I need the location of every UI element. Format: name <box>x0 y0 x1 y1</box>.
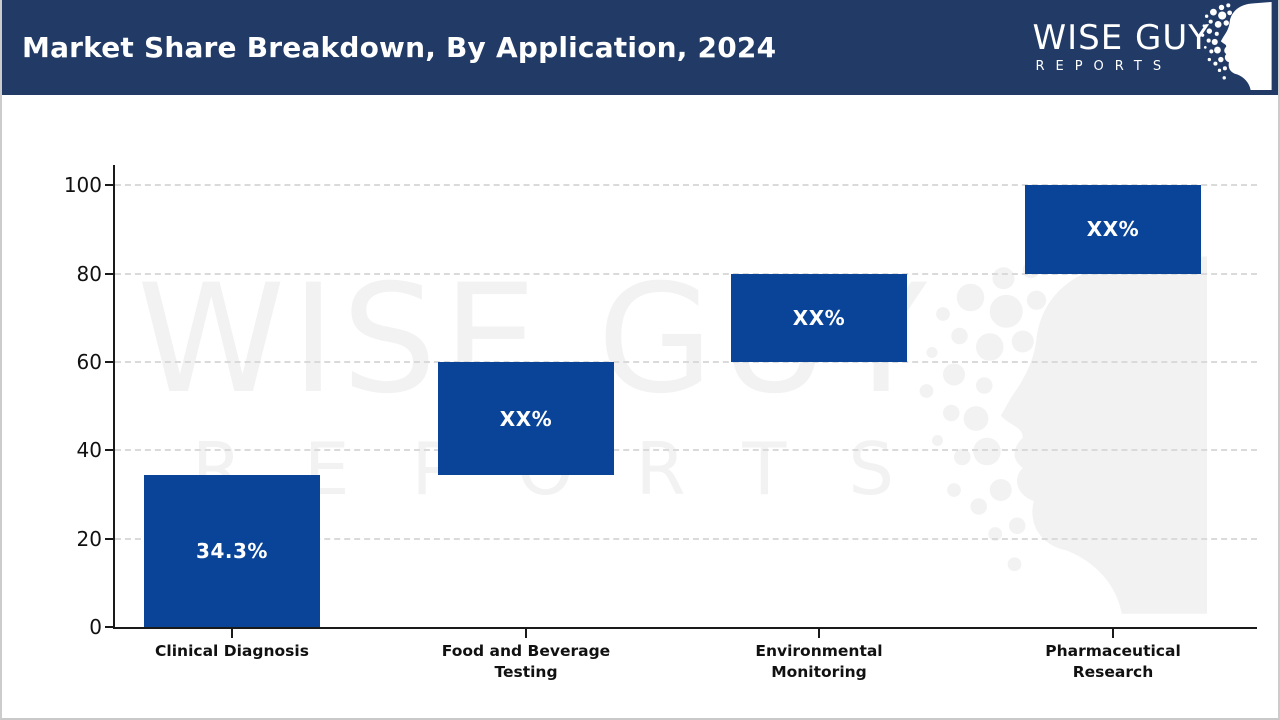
y-tick-mark <box>105 184 115 187</box>
bar-segment: XX% <box>1025 185 1201 274</box>
x-tick-mark <box>818 629 820 638</box>
x-category-label: Food and Beverage Testing <box>441 642 611 681</box>
y-tick-mark <box>105 449 115 452</box>
x-tick-mark <box>231 629 233 638</box>
chart-title: Market Share Breakdown, By Application, … <box>22 31 777 64</box>
y-tick-label: 40 <box>76 438 102 463</box>
y-axis-line <box>113 165 115 629</box>
y-tick-label: 0 <box>89 615 102 639</box>
header-bar: Market Share Breakdown, By Application, … <box>2 0 1278 95</box>
bar-value-label: XX% <box>1086 217 1140 242</box>
y-tick-label: 100 <box>63 173 102 198</box>
x-category-label: Pharmaceutical Research <box>1045 642 1181 681</box>
bar-segment: XX% <box>438 361 614 476</box>
bar-segment: XX% <box>731 273 907 362</box>
y-tick-mark <box>105 626 115 628</box>
bar-value-label: XX% <box>499 406 553 431</box>
y-tick-mark <box>105 537 115 540</box>
logo-text: WISE GUY REPORTS <box>1032 21 1210 74</box>
logo-name: WISE GUY <box>1032 18 1210 58</box>
bar-value-label: 34.3% <box>196 539 268 564</box>
y-tick-label: 80 <box>76 261 102 286</box>
gridline <box>115 272 1257 275</box>
gridline <box>115 360 1257 363</box>
x-category-label: Environmental Monitoring <box>755 642 883 681</box>
gridline <box>115 449 1257 452</box>
y-tick-mark <box>105 360 115 363</box>
bar-segment: 34.3% <box>144 475 320 627</box>
bar-value-label: XX% <box>792 305 846 330</box>
logo-subtitle: REPORTS <box>1035 59 1173 74</box>
wise-guy-reports-logo: WISE GUY REPORTS <box>1032 0 1272 95</box>
x-category-label: Clinical Diagnosis <box>155 642 309 660</box>
y-tick-mark <box>105 272 115 275</box>
gridline <box>115 537 1257 540</box>
x-axis-line <box>113 627 1257 629</box>
gridline <box>115 184 1257 187</box>
x-tick-mark <box>525 629 527 638</box>
x-tick-mark <box>1112 629 1114 638</box>
y-tick-label: 20 <box>76 526 102 551</box>
y-tick-label: 60 <box>76 349 102 374</box>
